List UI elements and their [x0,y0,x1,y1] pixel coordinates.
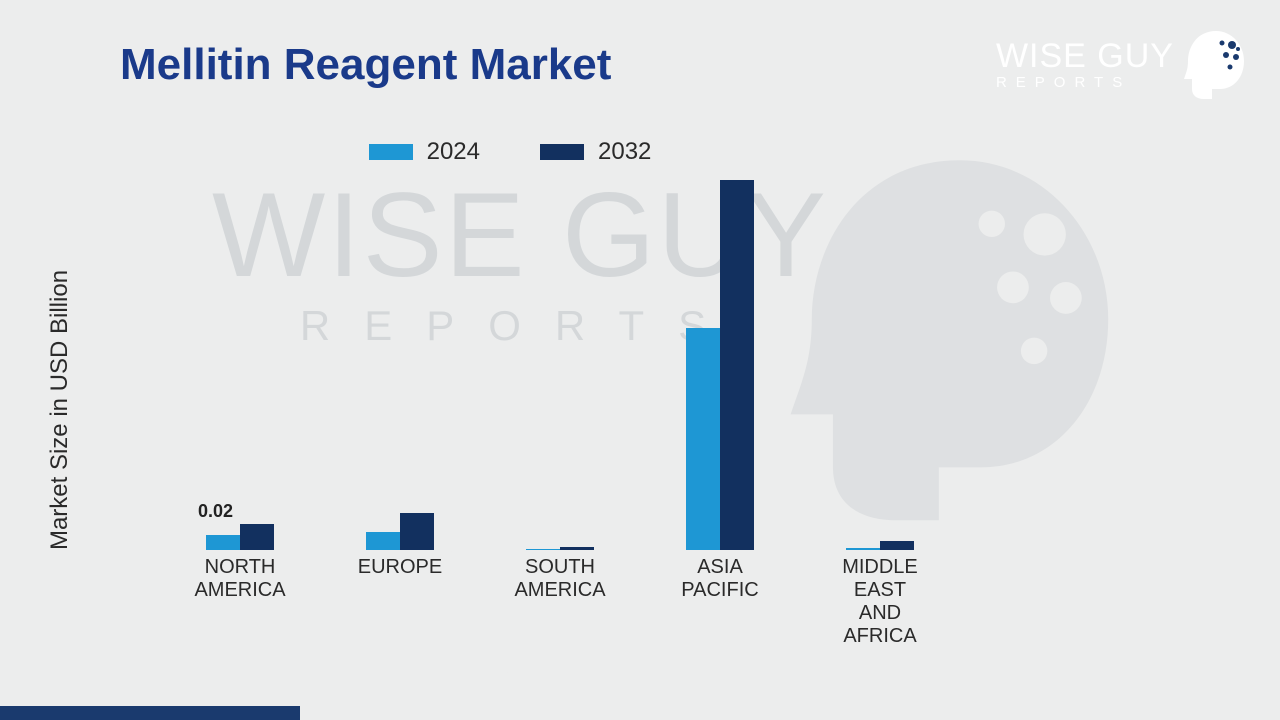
footer-accent-bar [0,706,300,720]
legend-item-2024: 2024 [369,138,480,166]
logo-main-text: WISE GUY [996,39,1174,73]
head-dots-icon [1182,27,1250,101]
x-label-ap: ASIAPACIFIC [640,556,800,602]
x-axis-labels: NORTHAMERICAEUROPESOUTHAMERICAASIAPACIFI… [140,550,960,690]
brand-logo: WISE GUY REPORTS [990,24,1250,104]
bar-group-ap [640,180,800,550]
logo-sub-text: REPORTS [996,75,1174,90]
x-label-sa: SOUTHAMERICA [480,556,640,602]
bar-na-2024 [206,535,240,550]
bar-mea-2032 [880,541,914,550]
legend-item-2032: 2032 [540,138,651,166]
legend-label-2032: 2032 [598,138,651,166]
chart-legend: 2024 2032 [60,138,960,166]
legend-swatch-2032 [540,144,584,160]
chart-title: Mellitin Reagent Market [120,40,611,90]
brand-side-panel [960,0,1280,720]
x-label-eu: EUROPE [320,556,480,579]
bar-ap-2024 [686,328,720,550]
bar-group-na: 0.02 [160,524,320,550]
legend-label-2024: 2024 [427,138,480,166]
bar-eu-2032 [400,513,434,550]
bar-na-2032 [240,524,274,550]
legend-swatch-2024 [369,144,413,160]
y-axis-label: Market Size in USD Billion [46,270,74,550]
bar-eu-2024 [366,532,400,551]
value-label-na: 0.02 [198,501,233,522]
bar-ap-2032 [720,180,754,550]
plot-area: 0.02 [140,180,960,550]
bar-group-eu [320,513,480,550]
bar-chart: Market Size in USD Billion 2024 2032 0.0… [60,130,960,690]
x-label-na: NORTHAMERICA [160,556,320,602]
bar-group-mea [800,541,960,550]
x-label-mea: MIDDLEEASTANDAFRICA [800,556,960,648]
